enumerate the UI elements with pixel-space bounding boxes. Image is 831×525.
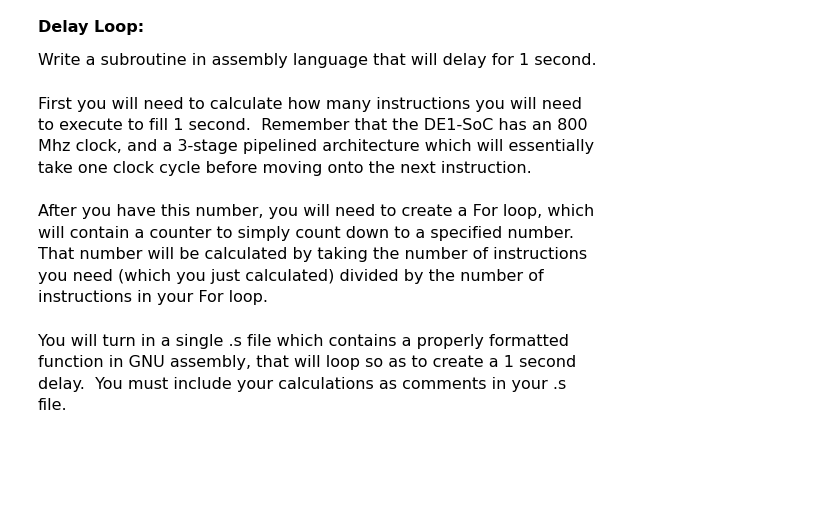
Text: to execute to fill 1 second.  Remember that the DE1-SoC has an 800: to execute to fill 1 second. Remember th… — [38, 118, 588, 133]
Text: delay.  You must include your calculations as comments in your .s: delay. You must include your calculation… — [38, 377, 566, 392]
Text: instructions in your For loop.: instructions in your For loop. — [38, 290, 268, 306]
Text: You will turn in a single .s file which contains a properly formatted: You will turn in a single .s file which … — [38, 334, 569, 349]
Text: will contain a counter to simply count down to a specified number.: will contain a counter to simply count d… — [38, 226, 574, 241]
Text: function in GNU assembly, that will loop so as to create a 1 second: function in GNU assembly, that will loop… — [38, 355, 576, 371]
Text: That number will be calculated by taking the number of instructions: That number will be calculated by taking… — [38, 247, 588, 262]
Text: Mhz clock, and a 3-stage pipelined architecture which will essentially: Mhz clock, and a 3-stage pipelined archi… — [38, 140, 594, 154]
Text: After you have this number, you will need to create a For loop, which: After you have this number, you will nee… — [38, 205, 594, 219]
Text: First you will need to calculate how many instructions you will need: First you will need to calculate how man… — [38, 97, 582, 111]
Text: file.: file. — [38, 398, 67, 414]
Text: you need (which you just calculated) divided by the number of: you need (which you just calculated) div… — [38, 269, 543, 284]
Text: Write a subroutine in assembly language that will delay for 1 second.: Write a subroutine in assembly language … — [38, 53, 597, 68]
Text: take one clock cycle before moving onto the next instruction.: take one clock cycle before moving onto … — [38, 161, 532, 176]
Text: Delay Loop:: Delay Loop: — [38, 20, 144, 35]
